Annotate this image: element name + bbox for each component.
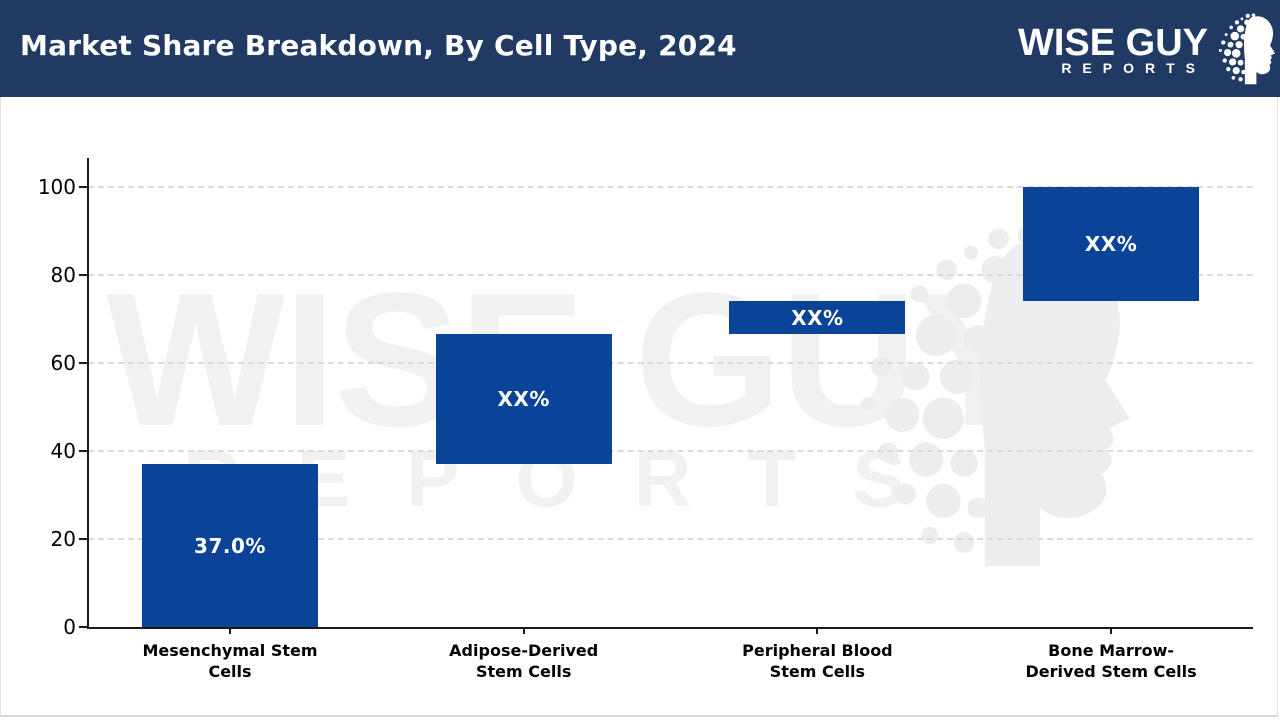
x-axis-label-line: Stem Cells bbox=[769, 662, 866, 681]
y-tick-label-20: 20 bbox=[50, 527, 76, 551]
bar-segment: XX% bbox=[729, 301, 906, 335]
bar-value-label: 37.0% bbox=[194, 533, 266, 558]
x-axis-label-line: Mesenchymal Stem bbox=[142, 641, 318, 660]
y-tick-mark-40 bbox=[79, 450, 88, 452]
gridline-20 bbox=[88, 538, 1253, 540]
y-tick-label-80: 80 bbox=[50, 263, 76, 287]
x-axis-label-line: Peripheral Blood bbox=[742, 641, 893, 660]
y-axis-line bbox=[87, 158, 89, 629]
bar-value-label: XX% bbox=[1084, 232, 1138, 257]
x-tick-mark bbox=[1110, 628, 1113, 634]
logo-subtitle: REPORTS bbox=[1061, 60, 1206, 76]
bar-segment: 37.0% bbox=[142, 464, 318, 627]
wiseguy-logo: WISE GUY REPORTS bbox=[1018, 0, 1280, 97]
bar-value-label: XX% bbox=[497, 387, 550, 412]
bar-value-label: XX% bbox=[791, 305, 844, 330]
x-axis-label: Adipose-Derived Stem Cells bbox=[404, 640, 644, 682]
gridline-100 bbox=[88, 186, 1253, 188]
x-axis-line bbox=[87, 627, 1253, 629]
y-tick-label-40: 40 bbox=[50, 439, 76, 463]
logo-wordmark: WISE GUY bbox=[1017, 22, 1208, 64]
y-tick-mark-20 bbox=[79, 538, 88, 540]
x-axis-label: Peripheral Blood Stem Cells bbox=[697, 640, 937, 682]
x-axis-label-line: Cells bbox=[208, 662, 252, 681]
x-axis-label-line: Stem Cells bbox=[476, 662, 572, 681]
y-tick-mark-0 bbox=[79, 626, 88, 628]
y-tick-label-0: 0 bbox=[63, 615, 76, 639]
y-tick-mark-60 bbox=[79, 362, 88, 364]
x-axis-label: Bone Marrow- Derived Stem Cells bbox=[991, 640, 1231, 682]
x-tick-mark bbox=[816, 628, 819, 634]
x-axis-label-line: Bone Marrow- bbox=[1048, 641, 1175, 660]
gridline-80 bbox=[88, 274, 1253, 276]
bar-segment: XX% bbox=[435, 334, 612, 465]
y-tick-mark-100 bbox=[79, 186, 88, 188]
bar-segment: XX% bbox=[1023, 187, 1200, 302]
gridline-40 bbox=[88, 450, 1253, 452]
x-axis-label-line: Adipose-Derived bbox=[449, 641, 599, 660]
page-title: Market Share Breakdown, By Cell Type, 20… bbox=[20, 29, 737, 62]
y-tick-label-60: 60 bbox=[50, 351, 76, 375]
x-axis-label-line: Derived Stem Cells bbox=[1025, 662, 1197, 681]
gridline-60 bbox=[88, 362, 1253, 364]
y-tick-mark-80 bbox=[79, 274, 88, 276]
x-tick-mark bbox=[229, 628, 231, 634]
header-bar: Market Share Breakdown, By Cell Type, 20… bbox=[0, 0, 1280, 97]
x-tick-mark bbox=[522, 628, 525, 634]
y-tick-label-100: 100 bbox=[37, 175, 76, 199]
x-axis-label: Mesenchymal Stem Cells bbox=[110, 640, 350, 682]
